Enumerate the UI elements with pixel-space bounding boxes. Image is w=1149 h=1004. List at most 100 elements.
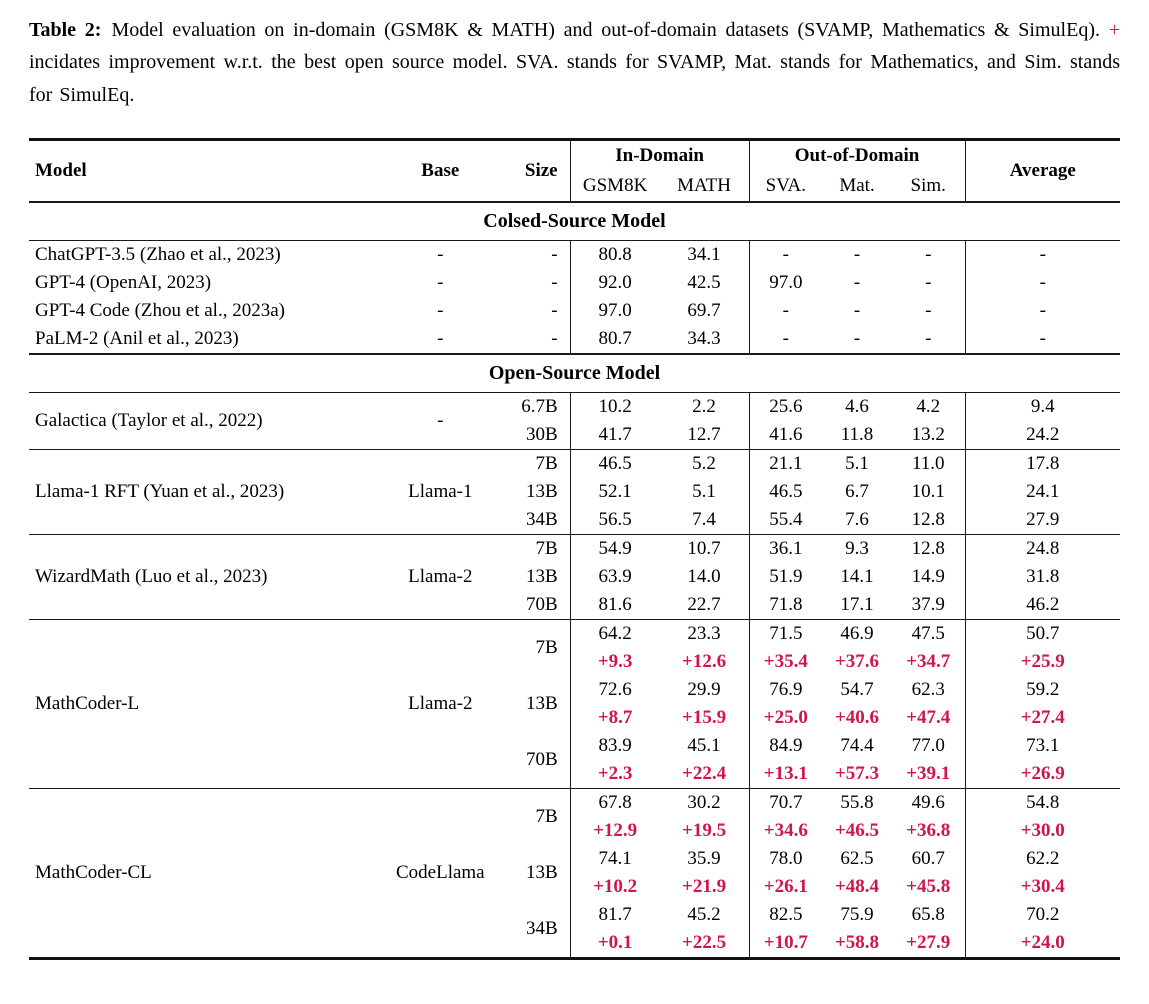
score-cell: 11.0	[891, 449, 966, 479]
delta-row: +9.3 +12.6 +35.4 +37.6 +34.7 +25.9	[29, 648, 1120, 677]
score-cell: 31.8	[964, 563, 1120, 592]
score-cell: 74.1	[569, 845, 660, 874]
score-cell: 24.1	[964, 478, 1120, 507]
score-cell: 14.0	[687, 566, 721, 588]
score-cell: 47.5	[891, 619, 966, 649]
delta-row: +10.2 +21.9 +26.1 +48.4 +45.8 +30.4	[29, 873, 1120, 902]
caption-plus-sign: +	[1108, 19, 1120, 41]
score-cell: 5.1	[822, 449, 892, 479]
score-cell: 84.9	[748, 732, 823, 761]
score-cell: 46.5	[748, 478, 823, 507]
size-cell: 7B	[490, 788, 571, 846]
score-cell: 9.4	[964, 392, 1120, 422]
score-cell: 97.0	[748, 269, 823, 298]
header-average: Average	[964, 139, 1120, 203]
score-cell: 46.5	[569, 449, 660, 479]
delta-cell: +39.1	[906, 763, 951, 785]
delta-cell: +21.9	[682, 876, 727, 898]
score-cell: 34.3	[687, 328, 721, 350]
score-cell: 46.9	[822, 619, 892, 649]
delta-cell: +27.4	[964, 704, 1120, 733]
delta-cell: +22.5	[682, 932, 727, 954]
delta-row: +0.1 +22.5 +10.7 +58.8 +27.9 +24.0	[29, 929, 1120, 959]
score-cell: 29.9	[687, 679, 721, 701]
delta-cell: +36.8	[906, 820, 951, 842]
size-cell: 7B	[490, 619, 571, 677]
score-cell: 49.6	[891, 788, 966, 818]
delta-cell: +12.6	[682, 651, 727, 673]
score-cell: 80.8	[569, 240, 660, 270]
score-cell: 24.2	[964, 421, 1120, 450]
header-base: Base	[421, 160, 460, 182]
model-cell: MathCoder-L	[29, 619, 391, 789]
delta-cell: +15.9	[682, 707, 727, 729]
score-cell: 55.4	[748, 506, 823, 535]
score-cell: 76.9	[748, 676, 823, 705]
size-cell: 13B	[525, 693, 558, 715]
score-cell: 30.2	[659, 788, 750, 818]
header-svamp: SVA.	[748, 171, 823, 203]
base-cell: -	[437, 244, 444, 266]
score-cell: 52.1	[569, 478, 660, 507]
base-cell: -	[437, 300, 444, 322]
score-cell: 64.2	[569, 619, 660, 649]
model-cell: GPT-4 (OpenAI, 2023)	[35, 272, 212, 294]
score-cell: 62.3	[911, 679, 945, 701]
score-cell: 63.9	[569, 563, 660, 592]
base-cell: Llama-1	[390, 449, 491, 535]
score-cell: 11.8	[840, 424, 874, 446]
delta-cell: +19.5	[682, 820, 727, 842]
score-cell: -	[925, 272, 932, 294]
delta-cell: +22.4	[682, 763, 727, 785]
score-cell: 59.2	[964, 676, 1120, 705]
results-table: Model Base Size In-Domain Out-of-Domain …	[29, 138, 1120, 961]
table-caption: Table 2: Model evaluation on in-domain (G…	[29, 14, 1120, 111]
score-cell: 7.4	[692, 509, 716, 531]
header-mathematics: Mat.	[839, 175, 875, 197]
size-cell: 70B	[525, 594, 558, 616]
base-cell: Llama-2	[390, 619, 491, 789]
model-cell: GPT-4 Code (Zhou et al., 2023a)	[35, 300, 285, 322]
delta-cell: +30.0	[964, 817, 1120, 846]
model-cell: MathCoder-CL	[29, 788, 391, 959]
size-cell: 34B	[525, 509, 558, 531]
size-cell: 34B	[525, 918, 558, 940]
score-cell: 60.7	[911, 848, 945, 870]
score-cell: 50.7	[964, 619, 1120, 649]
size-cell: -	[551, 300, 558, 322]
base-cell: -	[437, 328, 444, 350]
size-cell: 6.7B	[521, 396, 558, 418]
score-cell: 45.2	[687, 904, 721, 926]
delta-row: +8.7 +15.9 +25.0 +40.6 +47.4 +27.4	[29, 704, 1120, 733]
delta-cell: +10.2	[569, 873, 660, 902]
size-cell: 7B	[490, 449, 571, 479]
delta-cell: +58.8	[834, 932, 880, 954]
size-cell: 30B	[525, 424, 558, 446]
score-cell: 14.1	[840, 566, 874, 588]
score-cell: 22.7	[687, 594, 721, 616]
caption-text-2: incidates improvement w.r.t. the best op…	[29, 51, 1120, 106]
score-cell: 35.9	[687, 848, 721, 870]
score-cell: 46.2	[964, 591, 1120, 620]
score-cell: -	[853, 300, 861, 322]
delta-cell: +27.9	[906, 932, 951, 954]
delta-cell: +9.3	[569, 648, 660, 677]
score-cell: 41.7	[569, 421, 660, 450]
delta-cell: +26.1	[748, 873, 823, 902]
score-cell: 27.9	[964, 506, 1120, 535]
header-simuleq: Sim.	[910, 175, 946, 197]
score-cell: 10.2	[569, 392, 660, 422]
score-cell: 54.8	[964, 788, 1120, 818]
score-cell: 78.0	[748, 845, 823, 874]
score-cell: 37.9	[911, 594, 945, 616]
score-cell: 4.6	[845, 396, 869, 418]
delta-cell: +30.4	[964, 873, 1120, 902]
size-cell: 13B	[525, 566, 558, 588]
model-cell: Galactica (Taylor et al., 2022)	[35, 410, 263, 432]
score-cell: 25.6	[748, 392, 823, 422]
score-cell: 12.7	[687, 424, 721, 446]
score-cell: 9.3	[822, 534, 892, 564]
score-cell: -	[964, 240, 1120, 270]
score-cell: -	[853, 272, 861, 294]
score-cell: 6.7	[845, 481, 869, 503]
